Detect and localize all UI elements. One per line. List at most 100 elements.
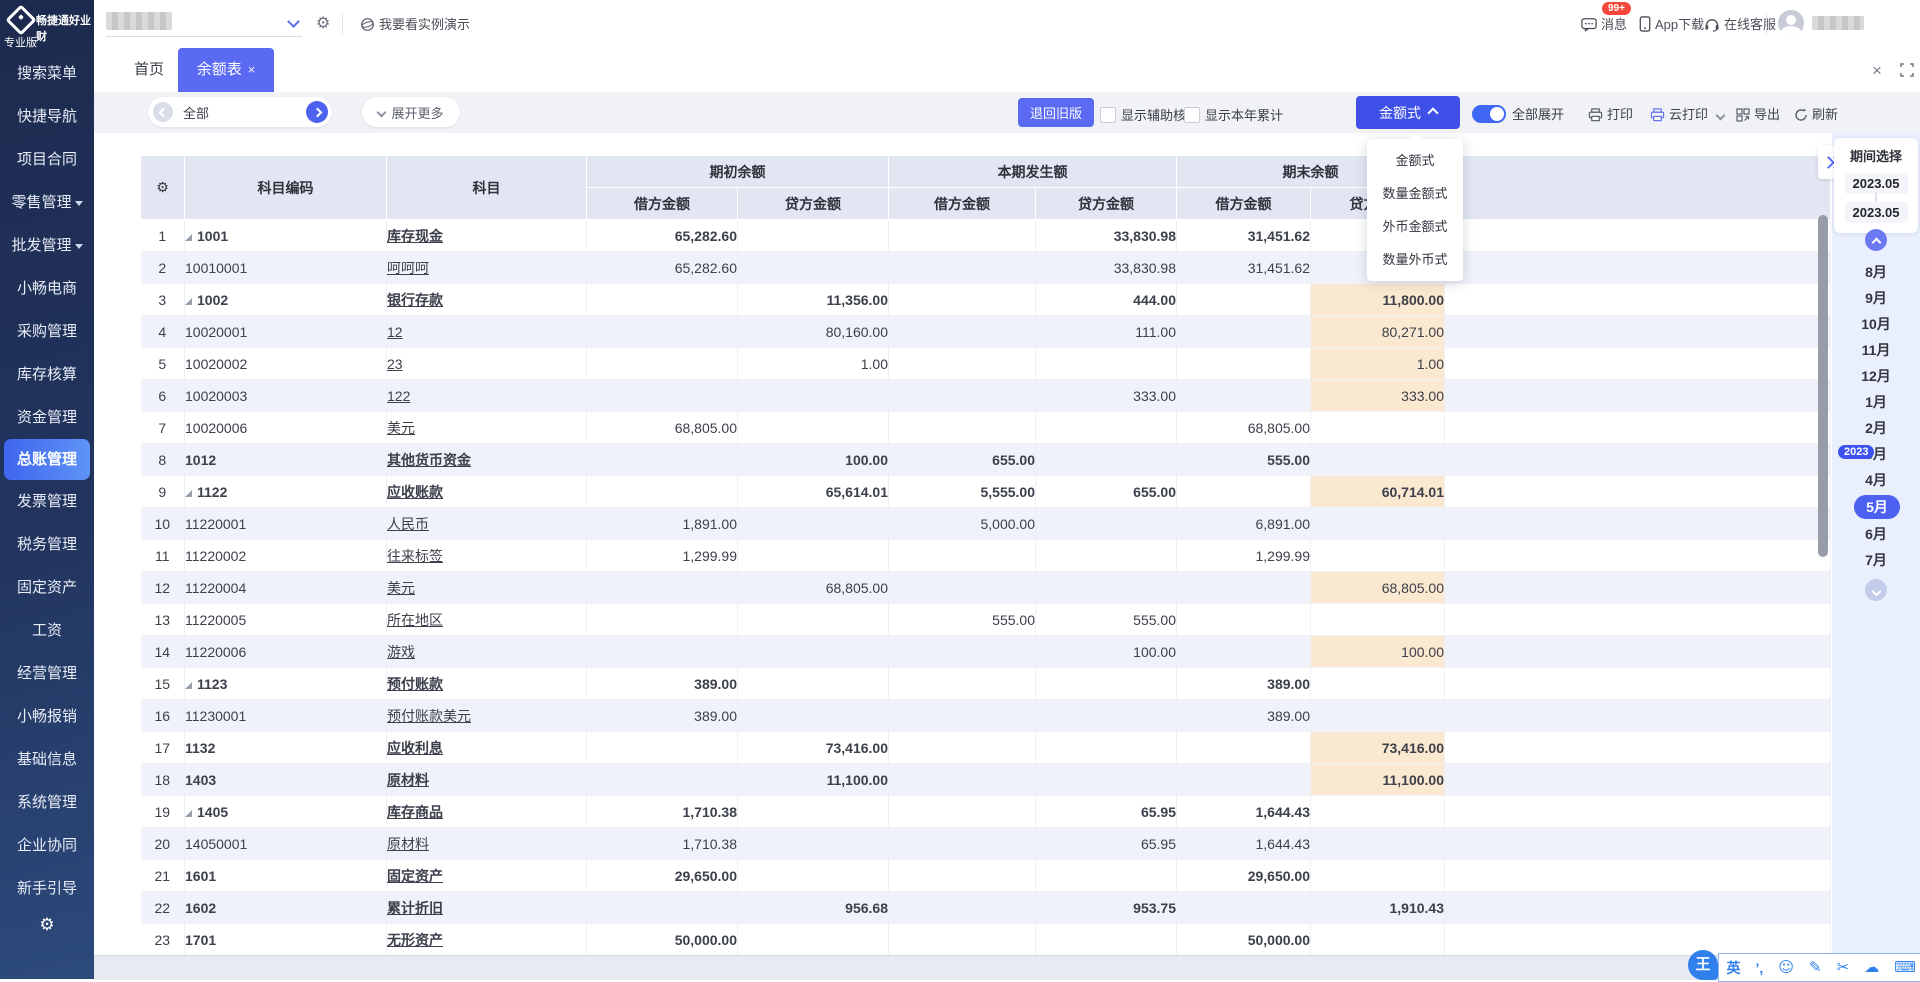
scissors-icon[interactable]: ✂ — [1836, 958, 1850, 976]
expand-triangle-icon[interactable] — [185, 233, 192, 241]
avatar[interactable] — [1778, 10, 1804, 36]
expand-all-toggle[interactable]: 全部展开 — [1472, 104, 1564, 123]
account-link[interactable]: 往来标签 — [387, 547, 443, 564]
app-download-button[interactable]: App下载 — [1639, 14, 1704, 33]
month-5月[interactable]: 5月 — [1854, 495, 1900, 519]
expand-triangle-icon[interactable] — [185, 809, 192, 817]
sidebar-item-资金管理[interactable]: 资金管理 — [16, 409, 77, 426]
month-2月[interactable]: 2月 — [1865, 420, 1887, 436]
sidebar-item-企业协同[interactable]: 企业协同 — [16, 837, 77, 854]
pencil-icon[interactable]: ✎ — [1809, 958, 1822, 976]
sidebar-settings-gear-icon[interactable]: ⚙ — [39, 915, 55, 934]
cell-account-name[interactable]: 应收利息 — [386, 731, 587, 764]
sidebar-item-工资[interactable]: 工资 — [31, 622, 62, 639]
account-link[interactable]: 应收账款 — [387, 483, 443, 500]
cell-account-name[interactable]: 23 — [386, 347, 587, 380]
ime-punct[interactable]: ’, — [1755, 959, 1764, 976]
sidebar-item-零售管理[interactable]: 零售管理 — [0, 181, 94, 224]
cell-account-name[interactable]: 库存商品 — [386, 795, 587, 828]
month-6月[interactable]: 6月 — [1865, 526, 1887, 542]
cell-account-name[interactable]: 所在地区 — [386, 603, 587, 636]
column-settings-gear-icon[interactable]: ⚙ — [140, 155, 185, 220]
sidebar-item-小畅报销[interactable]: 小畅报销 — [16, 708, 77, 725]
account-link[interactable]: 所在地区 — [387, 611, 443, 628]
account-link[interactable]: 无形资产 — [387, 931, 443, 948]
sidebar-item-发票管理[interactable]: 发票管理 — [16, 493, 77, 510]
cell-account-name[interactable]: 美元 — [386, 571, 587, 604]
month-8月[interactable]: 8月 — [1865, 264, 1887, 280]
sidebar-item-库存核算[interactable]: 库存核算 — [16, 366, 77, 383]
fullscreen-icon[interactable] — [1900, 63, 1914, 82]
sidebar-item-采购管理[interactable]: 采购管理 — [16, 323, 77, 340]
account-link[interactable]: 其他货币资金 — [387, 451, 471, 468]
format-select-button[interactable]: 金额式 — [1356, 96, 1460, 129]
cell-account-name[interactable]: 原材料 — [386, 763, 587, 796]
account-link[interactable]: 固定资产 — [387, 867, 443, 884]
messages-button[interactable]: 消息 — [1581, 14, 1627, 33]
cell-account-name[interactable]: 原材料 — [386, 827, 587, 860]
account-link[interactable]: 游戏 — [387, 643, 415, 660]
chevron-right-icon[interactable] — [306, 101, 328, 123]
account-link[interactable]: 原材料 — [387, 771, 429, 788]
cell-account-name[interactable]: 人民币 — [386, 507, 587, 540]
account-link[interactable]: 23 — [387, 355, 403, 372]
tab-balance-sheet[interactable]: 余额表 × — [178, 48, 274, 92]
account-link[interactable]: 美元 — [387, 579, 415, 596]
cell-account-name[interactable]: 呵呵呵 — [386, 251, 587, 284]
sidebar-item-批发管理[interactable]: 批发管理 — [0, 224, 94, 267]
cell-account-name[interactable]: 12 — [386, 315, 587, 348]
cell-account-name[interactable]: 应收账款 — [386, 475, 587, 508]
account-link[interactable]: 库存现金 — [387, 227, 443, 244]
cell-account-name[interactable]: 122 — [386, 379, 587, 412]
sidebar-item-经营管理[interactable]: 经营管理 — [16, 665, 77, 682]
format-option-外币金额式[interactable]: 外币金额式 — [1382, 219, 1448, 234]
account-link[interactable]: 12 — [387, 323, 403, 340]
month-12月[interactable]: 12月 — [1861, 368, 1891, 384]
sidebar-item-项目合同[interactable]: 项目合同 — [16, 151, 77, 168]
close-all-tabs-icon[interactable]: × — [1872, 61, 1882, 80]
account-link[interactable]: 应收利息 — [387, 739, 443, 756]
account-link[interactable]: 122 — [387, 387, 411, 404]
back-to-old-version-button[interactable]: 退回旧版 — [1018, 98, 1094, 127]
account-link[interactable]: 原材料 — [387, 835, 429, 852]
account-link[interactable]: 库存商品 — [387, 803, 443, 820]
ime-bubble[interactable]: 王 — [1688, 950, 1718, 980]
cell-account-name[interactable]: 往来标签 — [386, 539, 587, 572]
sidebar-item-系统管理[interactable]: 系统管理 — [16, 794, 77, 811]
show-aux-checkbox[interactable]: 显示辅助核算 — [1100, 105, 1199, 124]
checkbox-icon[interactable] — [1184, 106, 1200, 123]
demo-link[interactable]: 我要看实例演示 — [360, 14, 470, 33]
expand-triangle-icon[interactable] — [185, 489, 192, 497]
format-option-数量金额式[interactable]: 数量金额式 — [1382, 186, 1448, 201]
cell-account-name[interactable]: 银行存款 — [386, 283, 587, 316]
months-scroll-down-button[interactable] — [1865, 579, 1887, 601]
account-link[interactable]: 人民币 — [387, 515, 429, 532]
smiley-icon[interactable]: ☺ — [1778, 958, 1794, 976]
tab-close-icon[interactable]: × — [247, 62, 256, 77]
sidebar-item-小畅电商[interactable]: 小畅电商 — [16, 280, 77, 297]
month-10月[interactable]: 10月 — [1861, 316, 1891, 332]
month-9月[interactable]: 9月 — [1865, 290, 1887, 306]
header-account[interactable]: 科目 — [386, 155, 587, 220]
account-link[interactable]: 累计折旧 — [387, 899, 443, 916]
sidebar-item-快捷导航[interactable]: 快捷导航 — [16, 108, 77, 125]
month-1月[interactable]: 1月 — [1865, 394, 1887, 410]
expand-more-button[interactable]: 展开更多 — [362, 97, 460, 127]
sidebar-item-总账管理[interactable]: 总账管理 — [4, 439, 90, 480]
cell-account-name[interactable]: 预付账款美元 — [386, 699, 587, 732]
cell-account-name[interactable]: 其他货币资金 — [386, 443, 587, 476]
sidebar-item-税务管理[interactable]: 税务管理 — [16, 536, 77, 553]
period-from[interactable]: 2023.05 — [1844, 173, 1908, 194]
cell-account-name[interactable]: 固定资产 — [386, 859, 587, 892]
expand-triangle-icon[interactable] — [185, 297, 192, 305]
company-select[interactable] — [106, 10, 302, 37]
period-to[interactable]: 2023.05 — [1844, 202, 1908, 223]
ime-lang-en[interactable]: 英 — [1726, 959, 1741, 976]
toggle-on-icon[interactable] — [1472, 104, 1506, 123]
account-link[interactable]: 银行存款 — [387, 291, 443, 308]
format-option-金额式[interactable]: 金额式 — [1395, 153, 1435, 168]
cell-account-name[interactable]: 库存现金 — [386, 219, 587, 252]
account-link[interactable]: 美元 — [387, 419, 415, 436]
cell-account-name[interactable]: 游戏 — [386, 635, 587, 668]
vertical-scrollbar[interactable] — [1818, 215, 1828, 557]
